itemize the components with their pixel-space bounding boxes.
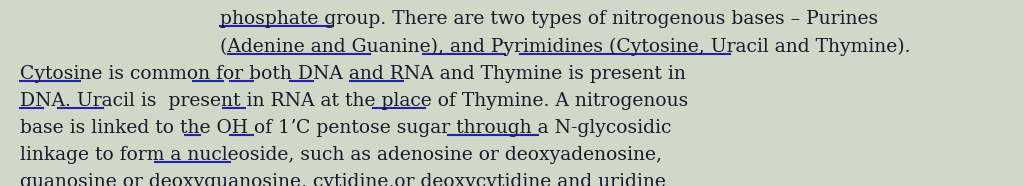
Text: DNA. Uracil is  present in RNA at the place of Thymine. A nitrogenous: DNA. Uracil is present in RNA at the pla… [20, 92, 689, 110]
Text: Cytosine is common for both DNA and RNA and Thymine is present in: Cytosine is common for both DNA and RNA … [20, 65, 686, 83]
Text: guanosine or deoxyguanosine, cytidine,or deoxycytidine and uridine: guanosine or deoxyguanosine, cytidine,or… [20, 173, 667, 186]
Text: (Adenine and Guanine), and Pyrimidines (Cytosine, Uracil and Thymine).: (Adenine and Guanine), and Pyrimidines (… [220, 38, 910, 56]
Text: phosphate group. There are two types of nitrogenous bases – Purines: phosphate group. There are two types of … [220, 10, 879, 28]
Text: base is linked to the OH of 1ʼC pentose sugar through a N-glycosidic: base is linked to the OH of 1ʼC pentose … [20, 119, 672, 137]
Text: linkage to form a nucleoside, such as adenosine or deoxyadenosine,: linkage to form a nucleoside, such as ad… [20, 146, 663, 164]
